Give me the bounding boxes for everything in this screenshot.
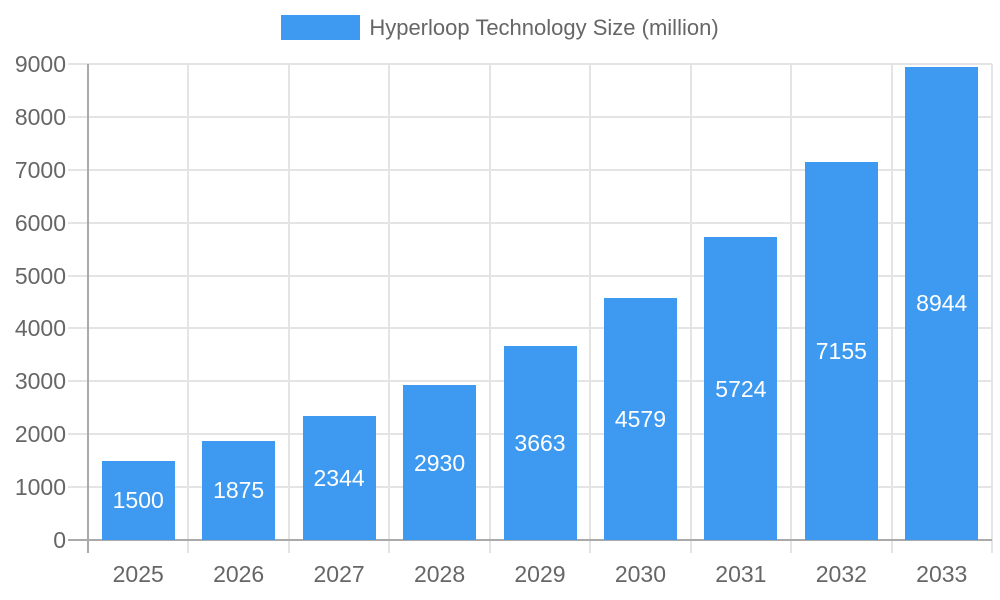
legend[interactable]: Hyperloop Technology Size (million) [0,15,1000,40]
bar-value-label: 7155 [815,337,867,364]
y-gridline [68,63,992,65]
x-gridline [388,64,391,553]
legend-swatch-icon [281,15,361,40]
y-gridline [68,115,992,118]
x-axis-tick-label: 2031 [715,561,767,587]
bar [403,385,477,540]
x-gridline [890,64,893,553]
bar [603,297,677,540]
y-axis-tick-label: 6000 [14,209,66,236]
x-gridline [790,64,793,553]
x-gridline [689,64,692,553]
x-axis-tick-label: 2032 [815,561,867,587]
bar [704,237,778,540]
x-gridline [187,64,190,553]
bar-value-label: 2930 [413,449,466,476]
x-gridline [991,64,993,553]
x-gridline [589,64,592,553]
bar [503,346,577,540]
y-axis-tick-label: 7000 [14,156,66,183]
bar [101,460,175,540]
bar-value-label: 5724 [715,375,767,402]
x-axis-tick-label: 2027 [313,561,365,587]
y-gridline [68,168,992,171]
bar [804,161,878,540]
x-axis-tick-label: 2030 [614,561,667,587]
bar-value-label: 2344 [313,465,365,491]
y-axis-tick-label: 2000 [14,421,66,448]
y-axis-tick-label: 9000 [14,51,66,77]
x-axis-tick-label: 2033 [916,561,968,587]
bar [302,416,376,540]
bar [905,66,979,540]
x-axis-tick-label: 2028 [413,561,466,587]
x-axis-tick-label: 2026 [213,561,265,587]
bar-value-label: 1875 [213,477,265,504]
x-axis-tick-label: 2025 [112,561,164,587]
y-axis-tick-label: 5000 [14,262,66,289]
bar-value-label: 4579 [614,405,667,432]
legend-label: Hyperloop Technology Size (million) [369,15,719,40]
x-gridline [287,64,290,553]
x-gridline [488,64,491,553]
y-axis-line [87,64,89,553]
x-axis-line [68,539,992,541]
y-axis-tick-label: 0 [53,527,66,553]
y-axis-tick-label: 3000 [14,368,66,395]
bar [202,440,276,540]
bar-value-label: 8944 [916,290,968,317]
bar-value-label: 1500 [112,487,164,514]
bar-value-label: 3663 [514,430,566,457]
y-gridline [68,327,992,330]
y-gridline [68,221,992,224]
x-axis-tick-label: 2029 [514,561,566,587]
y-axis-tick-label: 8000 [14,103,66,130]
y-axis-tick-label: 1000 [14,474,66,501]
y-gridline [68,274,992,277]
y-axis-tick-label: 4000 [14,315,66,342]
